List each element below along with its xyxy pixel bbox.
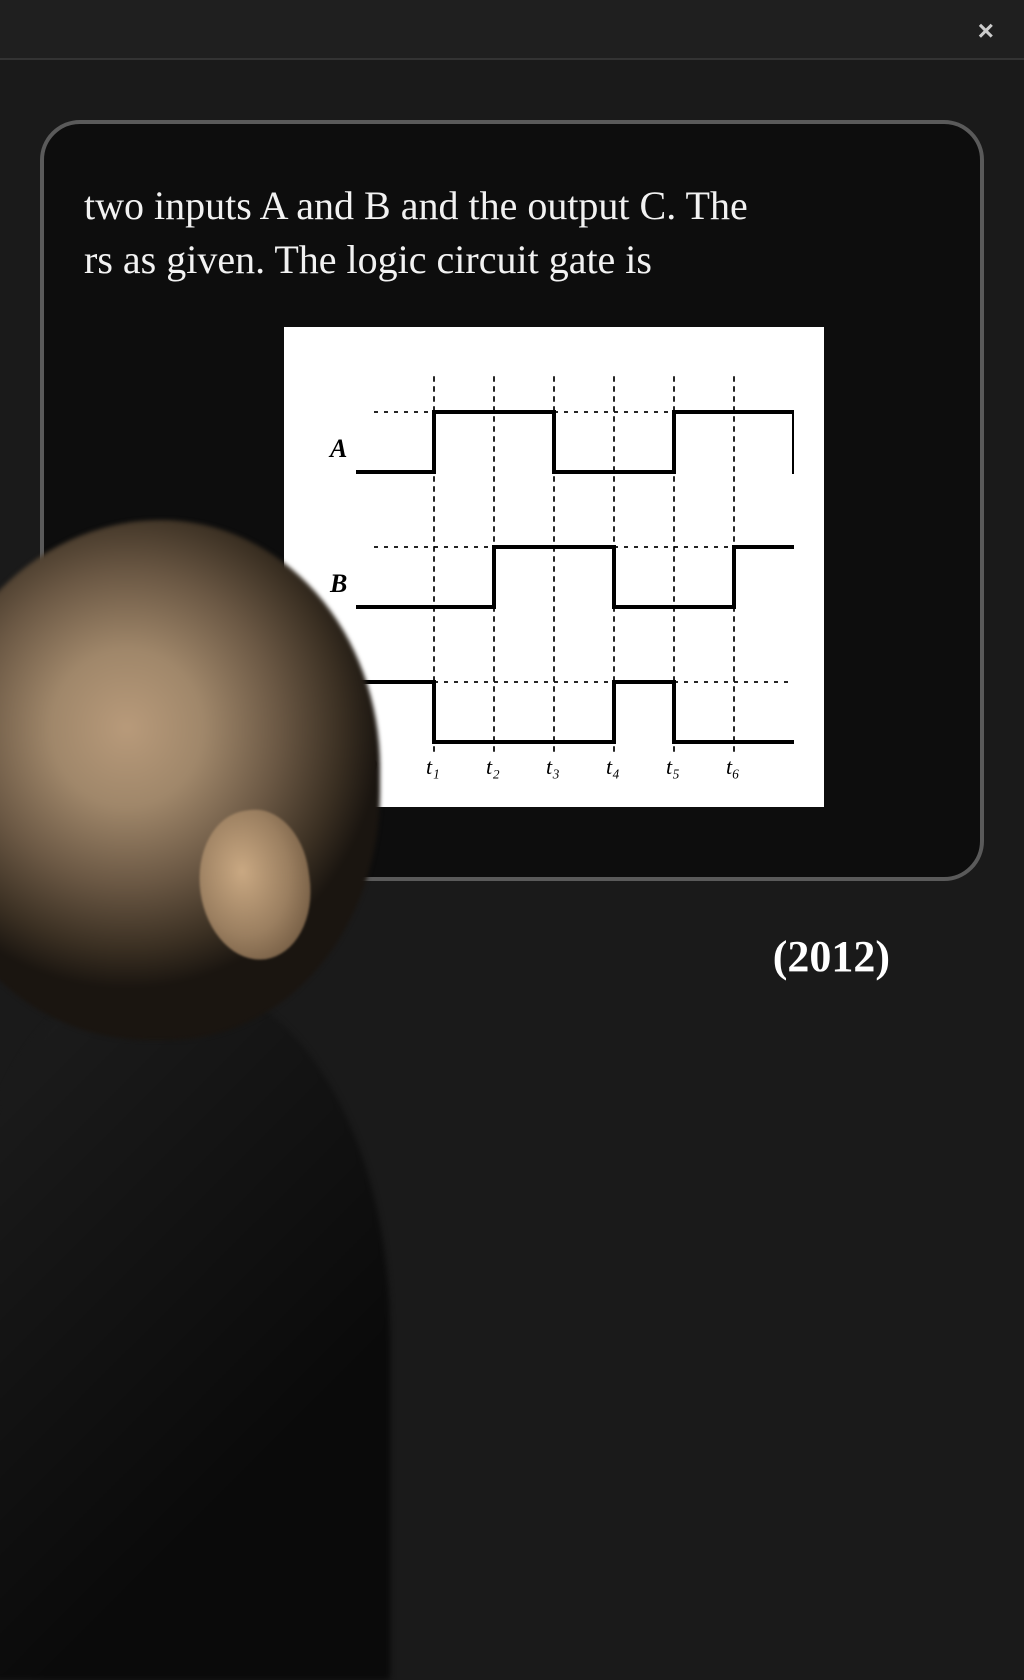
svg-text:t₅: t₅ [666,754,680,779]
svg-text:t₆: t₆ [726,754,740,779]
svg-text:A: A [328,434,347,463]
person-shoulder [0,980,390,1680]
question-line-2: rs as given. The logic circuit gate is [84,237,652,282]
top-strip: × [0,0,1024,60]
question-line-1: two inputs A and B and the output C. The [84,183,748,228]
svg-text:t₃: t₃ [546,754,560,779]
question-text: two inputs A and B and the output C. The… [84,179,940,287]
svg-text:B: B [329,569,347,598]
year-label: (2012) [773,931,890,982]
svg-text:t₂: t₂ [486,754,500,779]
waveform-svg: ABC0t₁t₂t₃t₄t₅t₆ [314,357,794,787]
close-icon[interactable]: × [978,15,994,47]
svg-text:t₄: t₄ [606,754,620,779]
svg-text:t₁: t₁ [426,754,440,779]
